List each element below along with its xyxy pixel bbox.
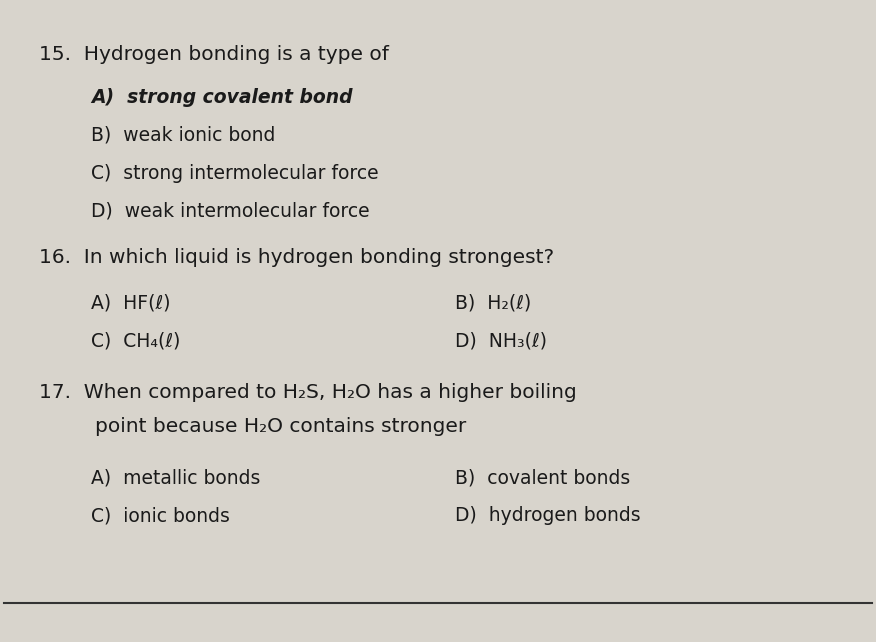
Text: C)  ionic bonds: C) ionic bonds — [91, 506, 230, 525]
Text: A)  strong covalent bond: A) strong covalent bond — [91, 88, 352, 107]
Text: point because H₂O contains stronger: point because H₂O contains stronger — [95, 417, 467, 437]
Text: B)  weak ionic bond: B) weak ionic bond — [91, 126, 275, 145]
Text: 15.  Hydrogen bonding is a type of: 15. Hydrogen bonding is a type of — [39, 46, 389, 64]
Text: 17.  When compared to H₂S, H₂O has a higher boiling: 17. When compared to H₂S, H₂O has a high… — [39, 383, 576, 402]
Text: C)  CH₄(ℓ): C) CH₄(ℓ) — [91, 332, 180, 351]
Text: A)  metallic bonds: A) metallic bonds — [91, 468, 260, 487]
Text: B)  H₂(ℓ): B) H₂(ℓ) — [456, 294, 532, 313]
Text: C)  strong intermolecular force: C) strong intermolecular force — [91, 164, 378, 183]
Text: A)  HF(ℓ): A) HF(ℓ) — [91, 294, 171, 313]
Text: 16.  In which liquid is hydrogen bonding strongest?: 16. In which liquid is hydrogen bonding … — [39, 248, 554, 267]
Text: D)  NH₃(ℓ): D) NH₃(ℓ) — [456, 332, 548, 351]
Text: D)  weak intermolecular force: D) weak intermolecular force — [91, 202, 370, 221]
Text: D)  hydrogen bonds: D) hydrogen bonds — [456, 506, 641, 525]
Text: B)  covalent bonds: B) covalent bonds — [456, 468, 631, 487]
